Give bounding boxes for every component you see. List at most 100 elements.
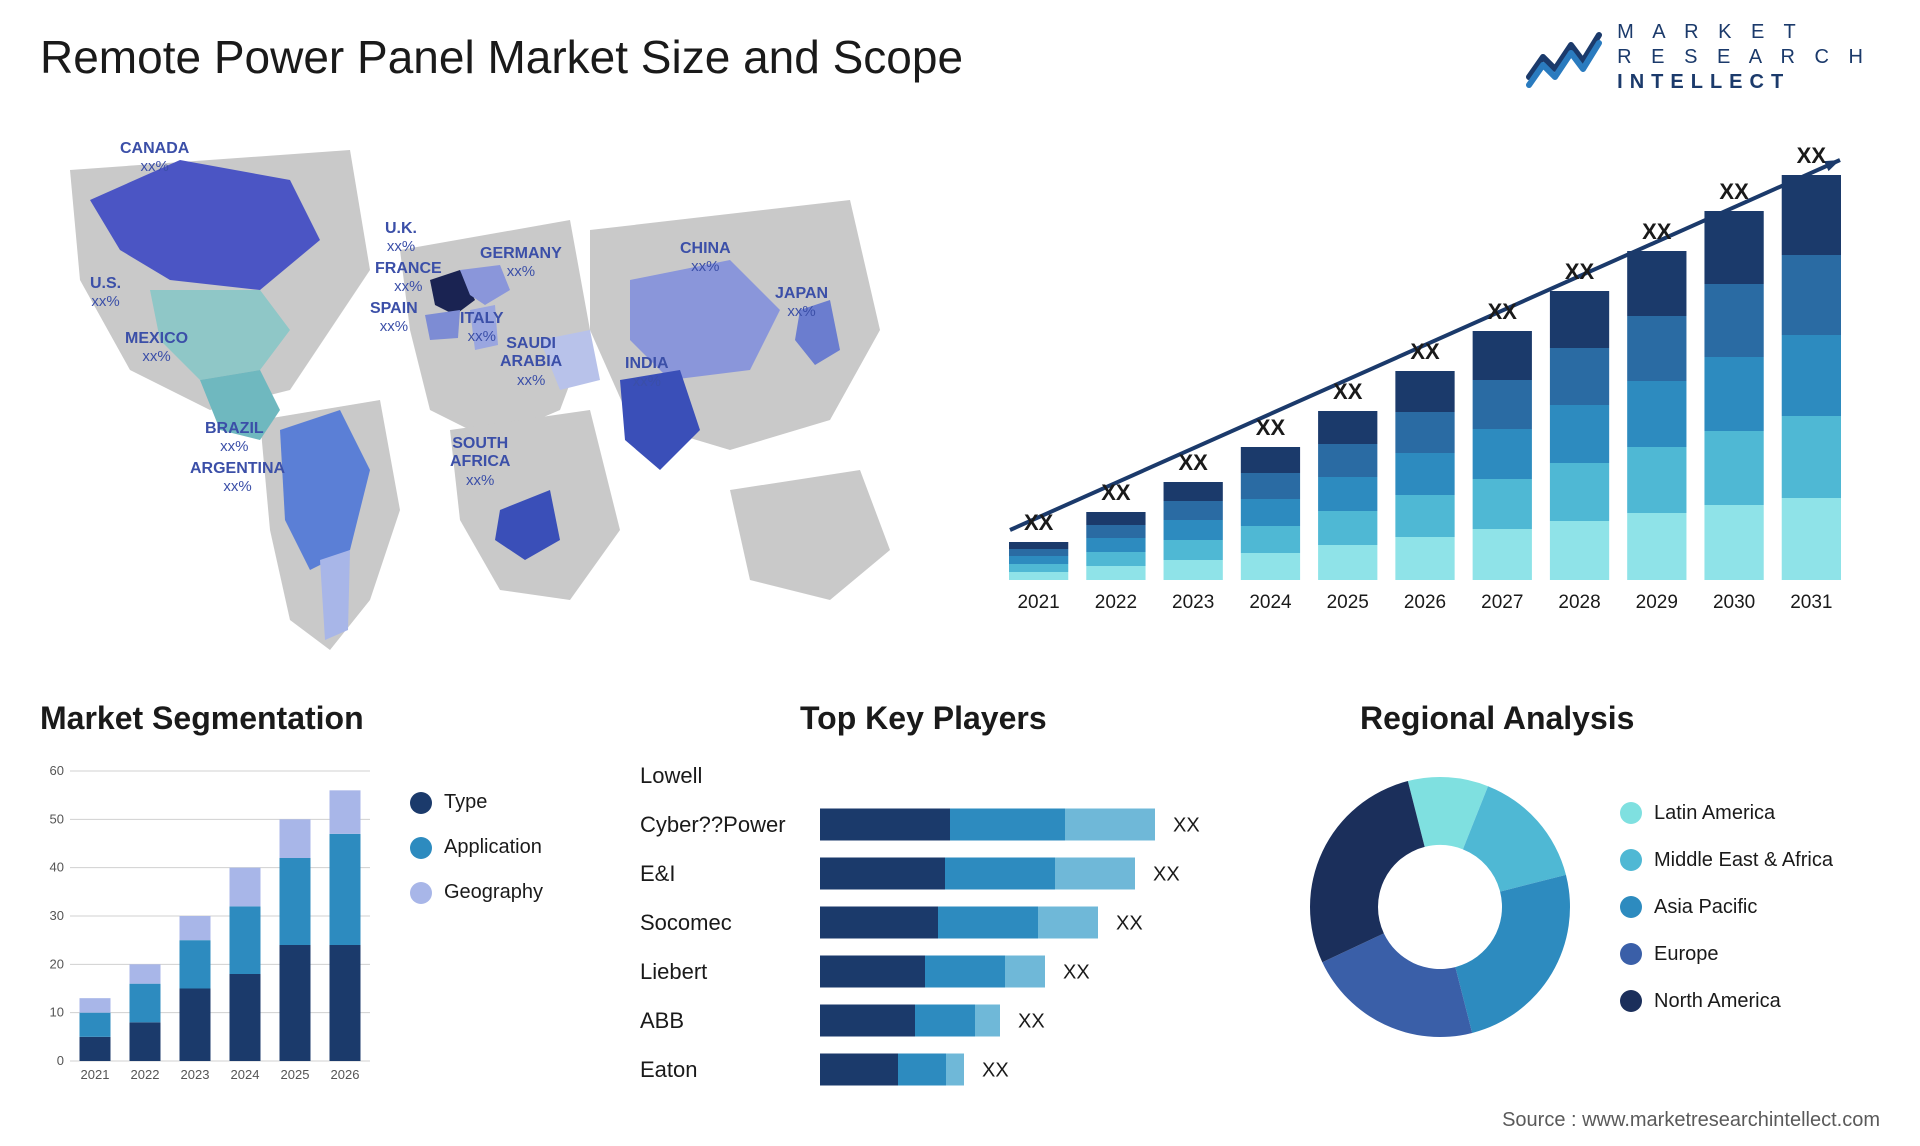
legend-label: Asia Pacific [1654, 896, 1757, 919]
legend-swatch [1620, 990, 1642, 1012]
svg-text:XX: XX [1642, 219, 1672, 244]
legend-label: Type [444, 791, 487, 814]
players-chart: XXXXXXXXXXXX [820, 751, 1250, 1091]
segmentation-title: Market Segmentation [40, 700, 600, 737]
svg-text:XX: XX [1173, 815, 1200, 837]
logo-line2: R E S E A R C H [1617, 45, 1870, 70]
svg-text:XX: XX [1179, 450, 1209, 475]
legend-swatch [410, 792, 432, 814]
top-key-players-section: Top Key Players LowellCyber??PowerE&ISoc… [640, 700, 1260, 1110]
segmentation-legend-item: Application [410, 836, 543, 859]
svg-text:2022: 2022 [1095, 592, 1137, 613]
logo-line3: INTELLECT [1617, 70, 1870, 95]
regional-legend: Latin America Middle East & Africa Asia Pa… [1620, 802, 1833, 1013]
svg-text:XX: XX [1063, 962, 1090, 984]
regional-donut-chart [1300, 767, 1580, 1047]
legend-swatch [1620, 943, 1642, 965]
segmentation-chart: 0102030405060202120222023202420252026 [40, 761, 380, 1091]
player-name: Eaton [640, 1045, 820, 1094]
map-label-u-s-: U.S.xx% [90, 275, 121, 311]
map-label-canada: CANADAxx% [120, 140, 189, 176]
segmentation-legend-item: Geography [410, 881, 543, 904]
world-map: CANADAxx% U.S.xx%MEXICOxx% BRAZILxx% ARGENT… [30, 130, 930, 670]
svg-text:10: 10 [50, 1005, 64, 1020]
svg-text:2031: 2031 [1790, 592, 1832, 613]
page-title: Remote Power Panel Market Size and Scope [40, 30, 963, 84]
map-label-brazil: BRAZILxx% [205, 420, 264, 456]
legend-label: Geography [444, 881, 543, 904]
svg-text:XX: XX [1333, 379, 1363, 404]
growth-chart-svg: XX2021XX2022XX2023XX2024XX2025XX2026XX20… [980, 140, 1870, 640]
regional-legend-item: North America [1620, 990, 1833, 1013]
legend-swatch [410, 882, 432, 904]
svg-text:XX: XX [1101, 480, 1131, 505]
map-label-india: INDIAxx% [625, 355, 669, 391]
svg-text:XX: XX [1018, 1011, 1045, 1033]
legend-label: Application [444, 836, 542, 859]
player-name: E&I [640, 849, 820, 898]
svg-text:60: 60 [50, 763, 64, 778]
legend-swatch [410, 837, 432, 859]
svg-text:2030: 2030 [1713, 592, 1755, 613]
svg-text:XX: XX [982, 1060, 1009, 1082]
map-label-mexico: MEXICOxx% [125, 330, 188, 366]
svg-text:2023: 2023 [181, 1067, 210, 1082]
svg-text:2029: 2029 [1636, 592, 1678, 613]
player-name: ABB [640, 996, 820, 1045]
map-label-germany: GERMANYxx% [480, 245, 562, 281]
player-name: Socomec [640, 898, 820, 947]
svg-text:20: 20 [50, 956, 64, 971]
legend-swatch [1620, 802, 1642, 824]
map-label-u-k-: U.K.xx% [385, 220, 417, 256]
svg-text:XX: XX [1797, 143, 1827, 168]
svg-text:2022: 2022 [131, 1067, 160, 1082]
svg-text:2024: 2024 [231, 1067, 260, 1082]
svg-text:30: 30 [50, 908, 64, 923]
players-title: Top Key Players [800, 700, 1260, 737]
svg-text:XX: XX [1565, 259, 1595, 284]
map-label-south-africa: SOUTHAFRICAxx% [450, 435, 510, 489]
regional-legend-item: Europe [1620, 943, 1833, 966]
svg-text:40: 40 [50, 860, 64, 875]
svg-text:2028: 2028 [1558, 592, 1600, 613]
legend-swatch [1620, 849, 1642, 871]
map-label-japan: JAPANxx% [775, 285, 828, 321]
map-label-china: CHINAxx% [680, 240, 731, 276]
svg-text:2026: 2026 [331, 1067, 360, 1082]
map-label-italy: ITALYxx% [460, 310, 504, 346]
player-name: Lowell [640, 751, 820, 800]
player-name-list: LowellCyber??PowerE&ISocomecLiebertABBEa… [640, 751, 820, 1094]
svg-text:XX: XX [1488, 299, 1518, 324]
svg-text:2021: 2021 [81, 1067, 110, 1082]
legend-label: Europe [1654, 943, 1719, 966]
map-label-france: FRANCExx% [375, 260, 442, 296]
legend-label: Middle East & Africa [1654, 849, 1833, 872]
logo-icon [1525, 27, 1603, 89]
regional-analysis-section: Regional Analysis Latin America Middle Ea… [1300, 700, 1880, 1110]
source-attribution: Source : www.marketresearchintellect.com [1502, 1109, 1880, 1132]
regional-legend-item: Middle East & Africa [1620, 849, 1833, 872]
legend-label: North America [1654, 990, 1781, 1013]
svg-text:50: 50 [50, 811, 64, 826]
market-segmentation-section: Market Segmentation 01020304050602021202… [40, 700, 600, 1110]
svg-text:2025: 2025 [281, 1067, 310, 1082]
svg-text:2023: 2023 [1172, 592, 1214, 613]
growth-bar-chart: XX2021XX2022XX2023XX2024XX2025XX2026XX20… [980, 140, 1870, 640]
segmentation-legend: Type Application Geography [410, 791, 543, 904]
svg-text:XX: XX [1153, 864, 1180, 886]
legend-label: Latin America [1654, 802, 1775, 825]
logo-text: M A R K E T R E S E A R C H INTELLECT [1617, 20, 1870, 95]
map-svg [30, 130, 930, 670]
map-label-spain: SPAINxx% [370, 300, 418, 336]
svg-text:2026: 2026 [1404, 592, 1446, 613]
segmentation-legend-item: Type [410, 791, 543, 814]
regional-title: Regional Analysis [1360, 700, 1880, 737]
regional-legend-item: Latin America [1620, 802, 1833, 825]
brand-logo: M A R K E T R E S E A R C H INTELLECT [1525, 20, 1870, 95]
logo-line1: M A R K E T [1617, 20, 1870, 45]
legend-swatch [1620, 896, 1642, 918]
regional-legend-item: Asia Pacific [1620, 896, 1833, 919]
map-label-argentina: ARGENTINAxx% [190, 460, 285, 496]
svg-text:2025: 2025 [1327, 592, 1369, 613]
svg-text:XX: XX [1024, 510, 1054, 535]
